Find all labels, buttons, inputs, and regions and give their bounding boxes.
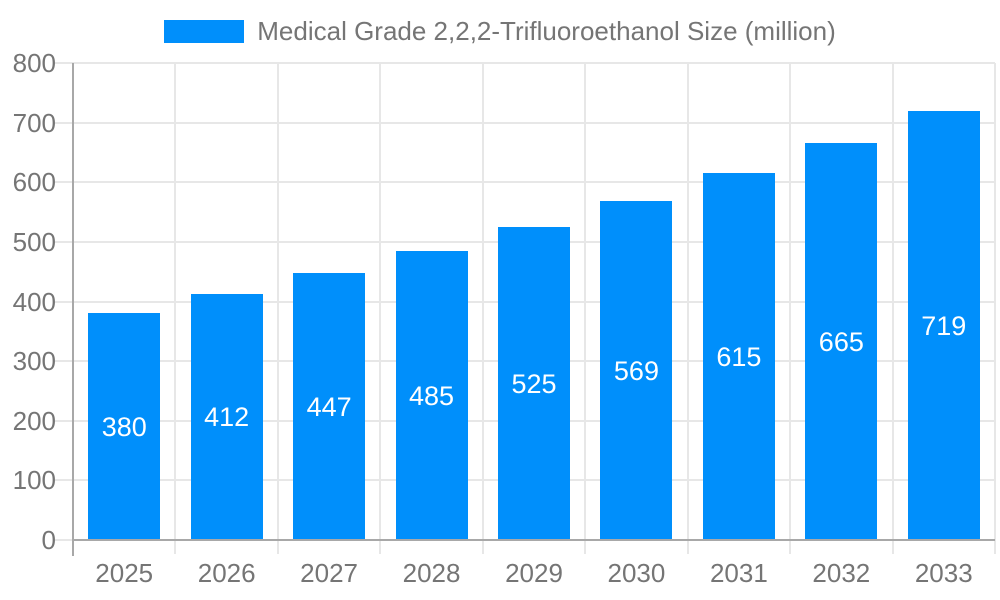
bar-value-label: 615: [716, 341, 762, 372]
bar-value-label: 665: [818, 326, 864, 357]
bar-2027[interactable]: [293, 273, 366, 539]
bar-value-label: 525: [511, 368, 557, 399]
bar-2031[interactable]: [702, 173, 775, 539]
bar-2029[interactable]: [498, 227, 570, 539]
x-tick-label: 2029: [505, 558, 563, 588]
y-tick-label: 700: [12, 107, 56, 138]
bar-value-label: 412: [204, 402, 250, 432]
bar-2026[interactable]: [190, 294, 263, 539]
gridline-vertical: [584, 63, 587, 554]
x-tick-label: 2028: [402, 558, 461, 588]
y-tick-label: 100: [12, 465, 56, 496]
bar-2032[interactable]: [805, 143, 878, 539]
bar-value-label: 447: [306, 391, 352, 422]
y-tick-label: 400: [12, 286, 56, 317]
bar-value-label: 380: [101, 411, 147, 442]
bar-value-label: 485: [409, 380, 455, 411]
bar-2025[interactable]: [88, 313, 161, 539]
x-tick-label: 2032: [812, 558, 871, 588]
gridline-vertical: [891, 63, 894, 554]
gridline-vertical: [789, 63, 792, 554]
x-tick-label: 2031: [709, 558, 768, 588]
x-tick-label: 2027: [300, 558, 359, 588]
y-tick-label: 600: [12, 167, 56, 198]
x-tick-label: 2030: [607, 558, 666, 588]
x-tick-label: 2026: [197, 558, 256, 588]
bar-value-label: 569: [613, 355, 659, 386]
x-tick-label: 2025: [95, 558, 154, 588]
gridline-vertical: [276, 63, 279, 554]
y-tick-label: 200: [12, 405, 56, 436]
gridline-vertical: [174, 63, 177, 554]
gridline-vertical: [994, 63, 996, 554]
legend-label: Medical Grade 2,2,2-Trifluoroethanol Siz…: [257, 16, 836, 46]
legend-item[interactable]: Medical Grade 2,2,2-Trifluoroethanol Siz…: [0, 16, 1000, 47]
gridline-vertical: [686, 63, 689, 554]
gridline-vertical: [379, 63, 382, 554]
y-tick-label: 500: [12, 226, 56, 257]
y-tick-label: 300: [12, 346, 56, 377]
gridline-horizontal: [53, 121, 995, 124]
bar-value-label: 719: [921, 310, 967, 341]
x-tick-label: 2033: [914, 558, 973, 588]
bar-2033[interactable]: [907, 111, 980, 539]
gridline-horizontal: [53, 181, 995, 184]
y-tick-label: 800: [12, 48, 56, 78]
x-axis-line: [73, 539, 995, 541]
gridline-horizontal: [53, 62, 995, 64]
gridline-vertical: [481, 63, 484, 554]
y-axis-line: [72, 63, 74, 556]
legend-swatch-icon: [164, 20, 245, 43]
bar-2030[interactable]: [600, 201, 673, 539]
bar-2028[interactable]: [395, 251, 468, 539]
y-tick-label: 0: [41, 525, 56, 555]
